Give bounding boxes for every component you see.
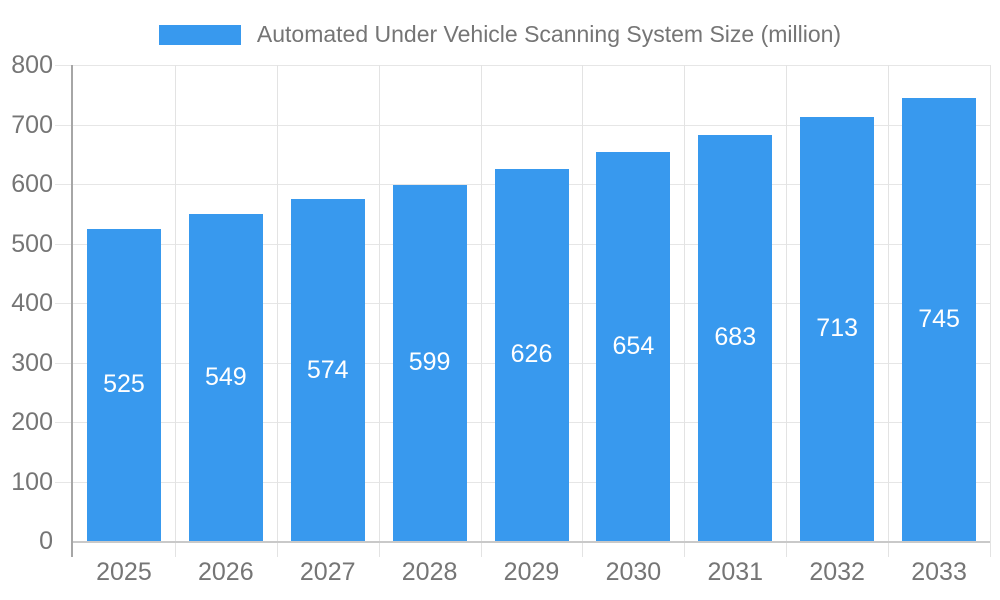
x-axis-tick-label: 2025 — [96, 558, 152, 586]
y-axis-tick-label: 200 — [11, 408, 53, 436]
v-gridline — [786, 65, 788, 557]
chart-legend[interactable]: Automated Under Vehicle Scanning System … — [0, 21, 1000, 48]
y-axis-tick-label: 300 — [11, 348, 53, 377]
bar-value-label: 549 — [204, 363, 247, 392]
plot-area: 525 549 574 599 626 654 683 713 745 0 100 200 300 40… — [11, 52, 991, 585]
v-gridline — [378, 65, 380, 557]
x-axis-tick-label: 2032 — [809, 558, 865, 586]
bar-value-label: 654 — [612, 331, 655, 360]
x-axis-tick-label: 2029 — [503, 558, 560, 586]
bar-2025[interactable]: 525 — [86, 228, 161, 541]
x-axis-tick-label: 2026 — [198, 558, 254, 586]
y-axis-tick-label: 600 — [11, 170, 53, 198]
bar-2030[interactable]: 654 — [596, 151, 671, 541]
legend-label: Automated Under Vehicle Scanning System … — [256, 21, 842, 47]
bar-2028[interactable]: 599 — [392, 184, 467, 541]
bar-value-label: 626 — [510, 340, 553, 369]
v-gridline — [990, 65, 991, 557]
x-axis-tick-label: 2033 — [911, 558, 967, 586]
y-axis-tick-label: 700 — [11, 110, 53, 139]
y-axis-tick-label: 400 — [11, 289, 53, 317]
bar-value-label: 574 — [306, 355, 349, 384]
x-axis-tick-label: 2031 — [707, 558, 764, 586]
y-axis-tick-label: 500 — [11, 229, 53, 258]
legend-swatch-icon — [158, 24, 241, 45]
v-gridline — [174, 65, 176, 557]
x-axis-tick-label: 2028 — [401, 558, 458, 586]
y-axis-tick-label: 0 — [39, 527, 53, 555]
v-gridline — [684, 65, 686, 557]
bar-value-label: 525 — [103, 370, 145, 399]
v-gridline — [480, 65, 482, 557]
bar-2029[interactable]: 626 — [494, 168, 569, 541]
bar-value-label: 683 — [714, 323, 757, 352]
bar-2026[interactable]: 549 — [188, 214, 263, 541]
bar-value-label: 713 — [816, 314, 859, 343]
y-axis-tick-label: 100 — [11, 467, 53, 496]
bar-value-label: 745 — [918, 304, 960, 333]
y-axis-line — [71, 65, 73, 557]
bar-2032[interactable]: 713 — [800, 116, 875, 541]
y-axis-tick-label: 800 — [11, 51, 53, 79]
h-gridline — [55, 65, 990, 66]
bar-2033[interactable]: 745 — [902, 97, 977, 541]
bar-2031[interactable]: 683 — [698, 134, 773, 541]
h-gridline — [55, 124, 990, 126]
v-gridline — [276, 65, 278, 557]
v-gridline — [888, 65, 890, 557]
x-axis-line — [73, 541, 990, 543]
x-axis-tick-label: 2030 — [605, 558, 662, 586]
x-axis-tick-label: 2027 — [299, 558, 356, 586]
v-gridline — [582, 65, 584, 557]
bar-2027[interactable]: 574 — [290, 199, 365, 541]
bar-value-label: 599 — [408, 348, 451, 377]
